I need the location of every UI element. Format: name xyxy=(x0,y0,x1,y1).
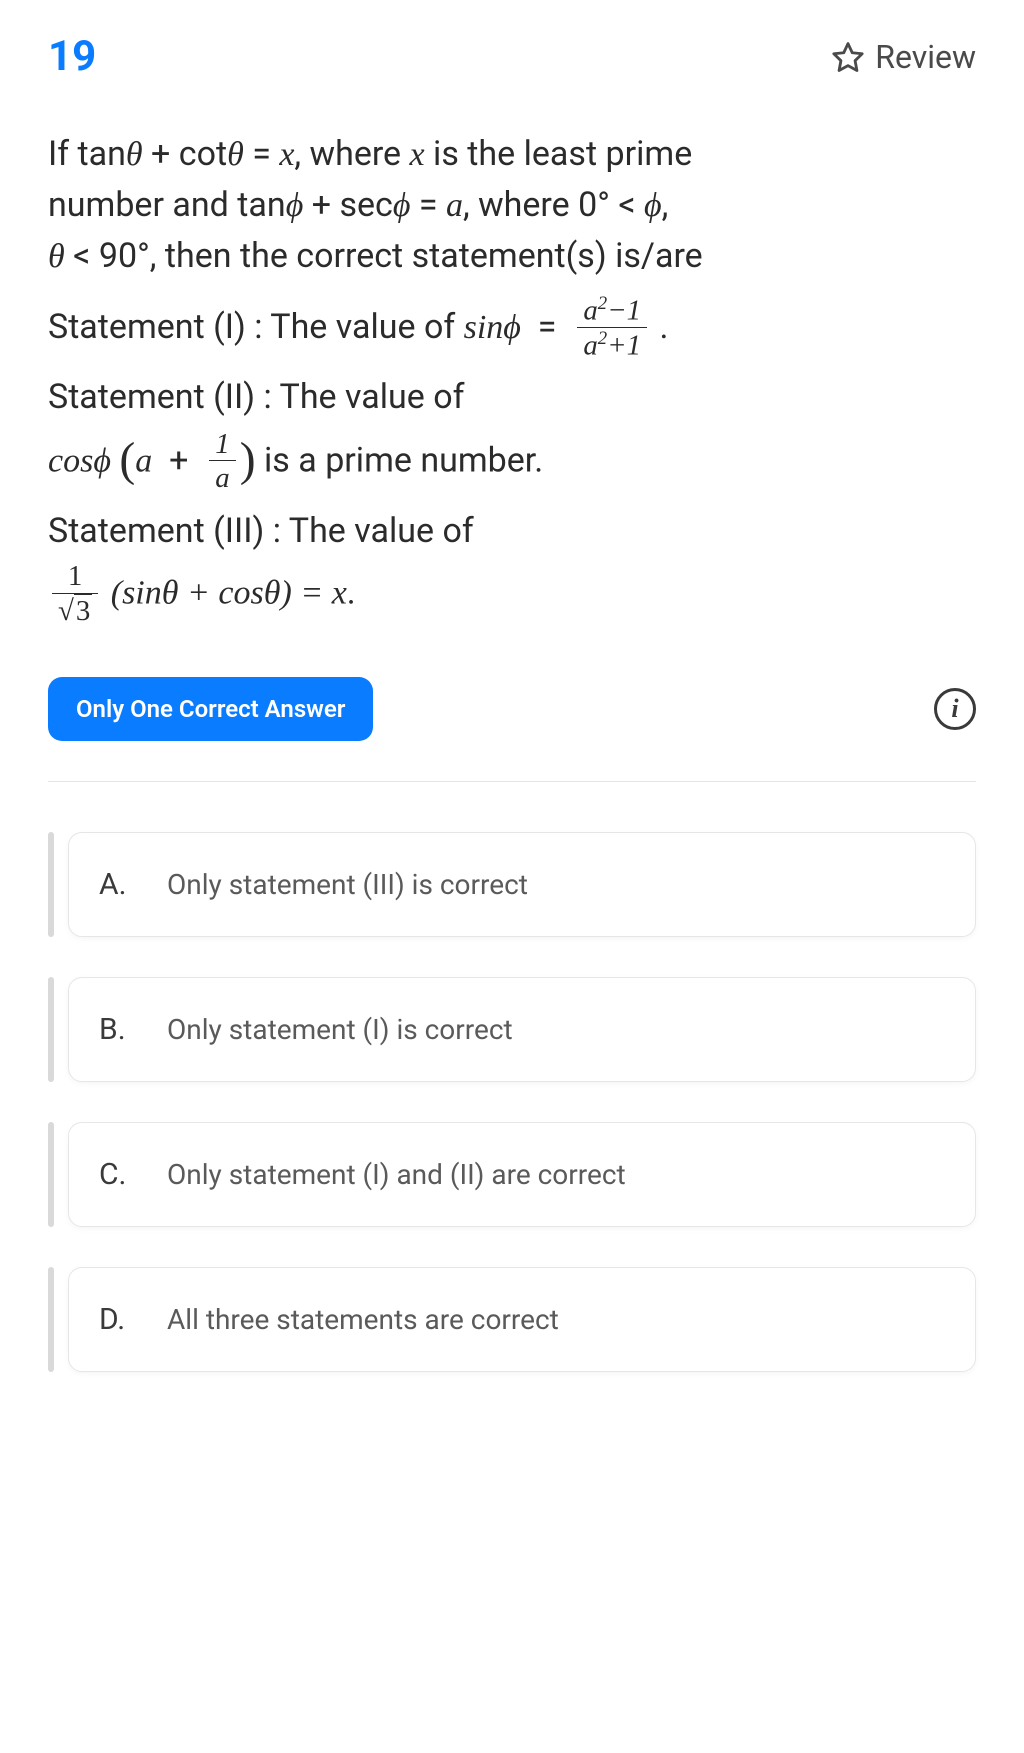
option-letter: C. xyxy=(99,1157,131,1192)
cos: cos xyxy=(48,442,93,479)
d: +1 xyxy=(607,330,641,362)
theta: θ xyxy=(227,136,244,173)
option-bar xyxy=(48,1122,54,1227)
cos: cos xyxy=(218,575,263,612)
txt: = xyxy=(244,134,280,174)
n: 1 xyxy=(52,561,98,594)
txt: , xyxy=(662,185,669,225)
question-body: If tanθ + cotθ = x, where x is the least… xyxy=(48,129,976,629)
info-icon[interactable]: i xyxy=(934,688,976,730)
txt: (sin xyxy=(111,575,162,612)
options-list: A. Only statement (III) is correct B. On… xyxy=(48,832,976,1372)
theta: θ xyxy=(162,575,179,612)
d: a xyxy=(583,330,597,362)
txt: number and tan xyxy=(48,185,286,225)
question-line-2: number and tanϕ + secϕ = a, where 0° < ϕ… xyxy=(48,180,976,231)
badge-row: Only One Correct Answer i xyxy=(48,677,976,741)
review-button[interactable]: Review xyxy=(831,38,976,76)
option-text: Only statement (III) is correct xyxy=(167,868,528,901)
txt: < 90°, then the correct statement(s) is/… xyxy=(65,236,703,276)
option-bar xyxy=(48,977,54,1082)
var-a: a xyxy=(135,442,152,479)
option-card[interactable]: B. Only statement (I) is correct xyxy=(68,977,976,1082)
var-a: a xyxy=(446,187,463,224)
phi: ϕ xyxy=(286,187,304,224)
statement-2-line1: Statement (II) : The value of xyxy=(48,372,976,423)
statement-1: Statement (I) : The value of sinϕ = a2−1… xyxy=(48,294,976,364)
option-c: C. Only statement (I) and (II) are corre… xyxy=(48,1122,976,1227)
answer-type-badge: Only One Correct Answer xyxy=(48,677,373,741)
txt: is the least prime xyxy=(425,134,693,174)
txt: = xyxy=(410,185,446,225)
txt: . xyxy=(347,573,356,613)
option-text: Only statement (I) is correct xyxy=(167,1013,513,1046)
txt: + xyxy=(178,575,218,612)
n: −1 xyxy=(607,295,641,327)
txt: , where xyxy=(294,134,409,174)
txt: cot xyxy=(179,134,227,174)
paren-close: ) xyxy=(240,434,256,486)
quiz-container: 19 Review If tanθ + cotθ = x, where x is… xyxy=(0,0,1024,1412)
divider xyxy=(48,781,976,782)
statement-3-line1: Statement (III) : The value of xyxy=(48,506,976,557)
sup: 2 xyxy=(598,328,607,349)
txt: , where 0° < xyxy=(463,185,644,225)
phi: ϕ xyxy=(503,309,521,346)
option-card[interactable]: D. All three statements are correct xyxy=(68,1267,976,1372)
statement-2-line2: cosϕ (a + 1 a ) is a prime number. xyxy=(48,427,976,498)
question-number: 19 xyxy=(48,32,96,81)
txt: + xyxy=(303,185,339,225)
sqrt-arg: 3 xyxy=(74,594,92,627)
txt: + xyxy=(143,134,179,174)
option-bar xyxy=(48,1267,54,1372)
txt: Statement (III) : The value of xyxy=(48,511,474,551)
theta: θ xyxy=(48,238,65,275)
d: √3 xyxy=(52,594,98,629)
option-a: A. Only statement (III) is correct xyxy=(48,832,976,937)
option-card[interactable]: C. Only statement (I) and (II) are corre… xyxy=(68,1122,976,1227)
option-letter: A. xyxy=(99,867,131,902)
txt: ) = xyxy=(280,575,331,612)
n: 1 xyxy=(209,429,235,462)
sin: sin xyxy=(464,309,504,346)
phi: ϕ xyxy=(393,187,411,224)
review-label: Review xyxy=(875,38,976,76)
txt: is a prime number. xyxy=(256,440,544,480)
question-line-1: If tanθ + cotθ = x, where x is the least… xyxy=(48,129,976,180)
question-line-3: θ < 90°, then the correct statement(s) i… xyxy=(48,231,976,282)
phi: ϕ xyxy=(644,187,662,224)
txt: Statement (II) : The value of xyxy=(48,377,464,417)
txt: Statement (I) : The value of xyxy=(48,307,464,347)
var-x: x xyxy=(279,136,294,173)
txt: sec xyxy=(339,185,392,225)
option-bar xyxy=(48,832,54,937)
option-b: B. Only statement (I) is correct xyxy=(48,977,976,1082)
var-x: x xyxy=(332,575,347,612)
theta: θ xyxy=(264,575,281,612)
sup: 2 xyxy=(598,293,607,314)
txt: . xyxy=(651,307,668,347)
star-icon xyxy=(831,40,865,74)
txt: If tan xyxy=(48,134,126,174)
header-row: 19 Review xyxy=(48,32,976,81)
option-text: All three statements are correct xyxy=(167,1303,559,1336)
option-d: D. All three statements are correct xyxy=(48,1267,976,1372)
fraction-3: 1 √3 xyxy=(52,561,98,628)
fraction-1: a2−1 a2+1 xyxy=(577,294,647,364)
paren-open: ( xyxy=(119,434,135,486)
statement-3-line2: 1 √3 (sinθ + cosθ) = x. xyxy=(48,561,976,628)
phi: ϕ xyxy=(93,442,111,479)
n: a xyxy=(583,295,597,327)
var-x: x xyxy=(410,136,425,173)
option-text: Only statement (I) and (II) are correct xyxy=(167,1158,626,1191)
d: a xyxy=(209,461,235,496)
fraction-2: 1 a xyxy=(209,429,235,496)
theta: θ xyxy=(126,136,143,173)
option-card[interactable]: A. Only statement (III) is correct xyxy=(68,832,976,937)
option-letter: B. xyxy=(99,1012,131,1047)
option-letter: D. xyxy=(99,1302,131,1337)
